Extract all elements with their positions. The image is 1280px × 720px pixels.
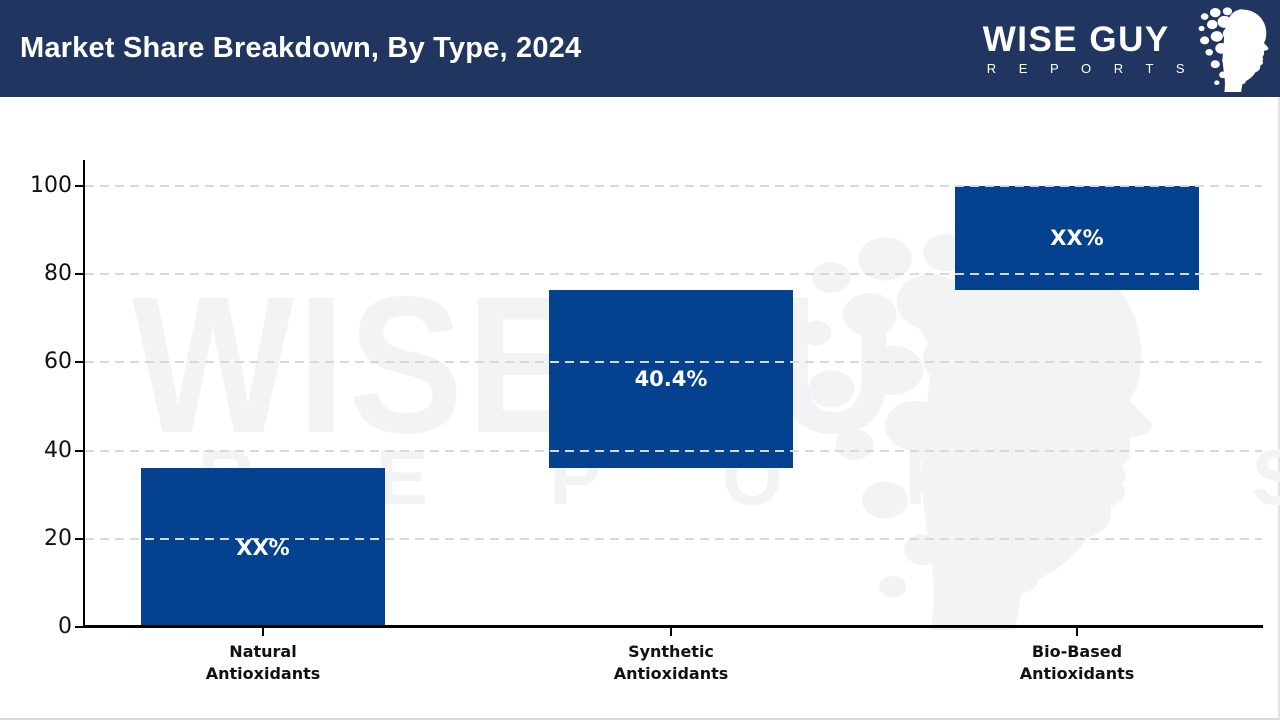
y-tick-0 [75, 626, 83, 628]
gridline-40 [85, 449, 1262, 452]
bar-value-label-2: 40.4% [634, 367, 708, 392]
y-tick-label-60: 60 [44, 349, 72, 375]
y-tick-label-80: 80 [44, 261, 72, 287]
y-tick-80 [75, 273, 83, 276]
x-axis-line [83, 625, 1263, 628]
bar-1 [141, 468, 385, 627]
gridline-100 [85, 185, 1262, 187]
wise-guy-reports-logo: WISE GUY R E P O R T S [983, 6, 1270, 92]
x-category-label-3: Bio-Based Antioxidants [1019, 642, 1135, 684]
y-tick-label-40: 40 [44, 437, 72, 463]
y-tick-40 [75, 449, 83, 452]
x-tick-2 [670, 628, 672, 636]
logo-wordmark: WISE GUY R E P O R T S [983, 22, 1194, 75]
y-tick-label-100: 100 [30, 173, 72, 198]
bar-value-label-1: XX% [236, 535, 290, 560]
page-title: Market Share Breakdown, By Type, 2024 [20, 32, 582, 64]
y-tick-label-20: 20 [44, 525, 72, 551]
header-bar: Market Share Breakdown, By Type, 2024 WI… [0, 0, 1280, 97]
y-tick-60 [75, 361, 83, 364]
y-tick-label-0: 0 [58, 614, 72, 639]
x-tick-3 [1076, 628, 1078, 636]
gridline-60 [85, 361, 1262, 364]
y-axis-line [83, 160, 85, 628]
logo-brand-text: WISE GUY [982, 20, 1170, 59]
gridline-80 [85, 273, 1262, 276]
y-tick-100 [75, 185, 83, 187]
x-category-label-2: Synthetic Antioxidants [613, 642, 729, 684]
bar-value-label-3: XX% [1050, 226, 1104, 251]
y-tick-20 [75, 537, 83, 540]
logo-subtitle-text: R E P O R T S [986, 61, 1194, 76]
x-category-label-1: Natural Antioxidants [205, 642, 321, 684]
gridline-20 [85, 537, 1262, 540]
logo-face-icon [1194, 6, 1270, 92]
bar-3 [955, 186, 1199, 291]
x-tick-1 [262, 628, 264, 636]
bar-2 [549, 290, 793, 469]
